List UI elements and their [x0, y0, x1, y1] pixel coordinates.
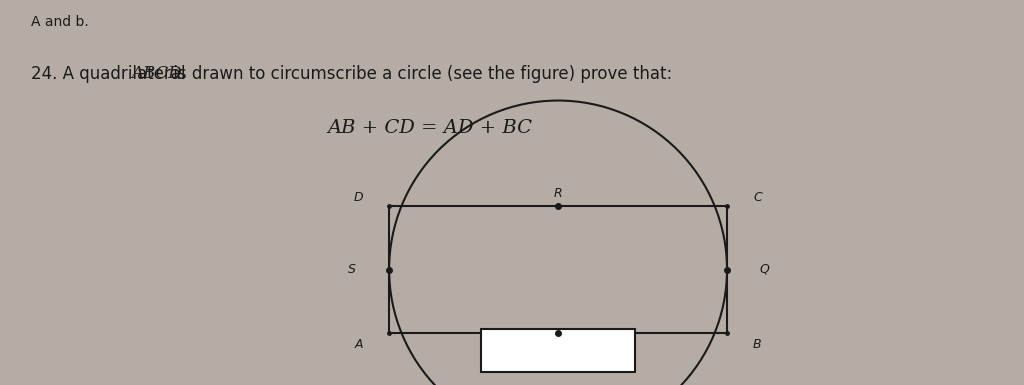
Text: A and b.: A and b.: [31, 15, 88, 29]
Text: P: P: [554, 340, 562, 353]
Text: 24. A quadrilateral: 24. A quadrilateral: [31, 65, 190, 84]
Text: Q: Q: [759, 263, 769, 276]
Text: A: A: [354, 338, 362, 351]
Text: is drawn to circumscribe a circle (see the figure) prove that:: is drawn to circumscribe a circle (see t…: [168, 65, 672, 84]
FancyBboxPatch shape: [481, 329, 635, 372]
Text: C: C: [753, 191, 762, 204]
Text: R: R: [554, 187, 562, 200]
Text: Section-C: Section-C: [513, 341, 603, 359]
Text: ABCD: ABCD: [131, 65, 181, 82]
Text: S: S: [348, 263, 356, 276]
Text: D: D: [354, 191, 364, 204]
Text: AB + CD = AD + BC: AB + CD = AD + BC: [328, 119, 532, 137]
Bar: [389, 206, 727, 333]
Text: B: B: [753, 338, 762, 351]
